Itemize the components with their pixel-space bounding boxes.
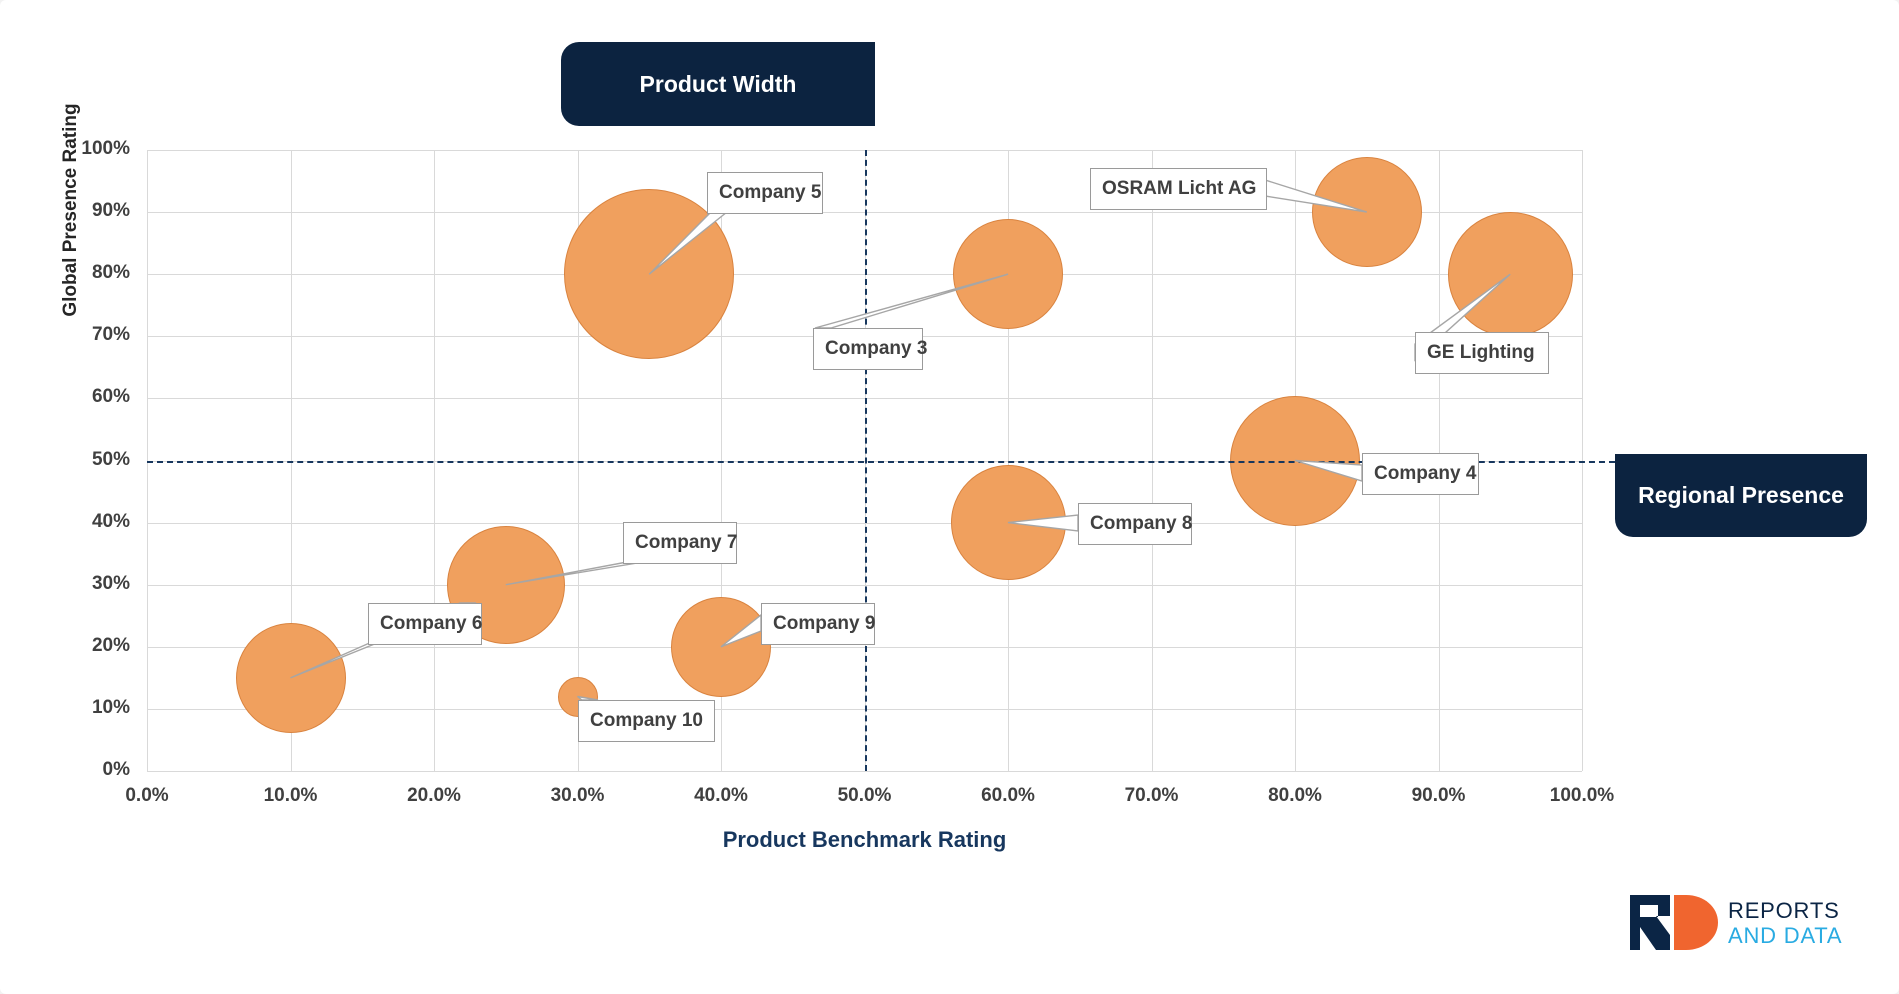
svg-text:REPORTS: REPORTS	[1728, 898, 1840, 923]
svg-text:AND DATA: AND DATA	[1728, 923, 1842, 948]
